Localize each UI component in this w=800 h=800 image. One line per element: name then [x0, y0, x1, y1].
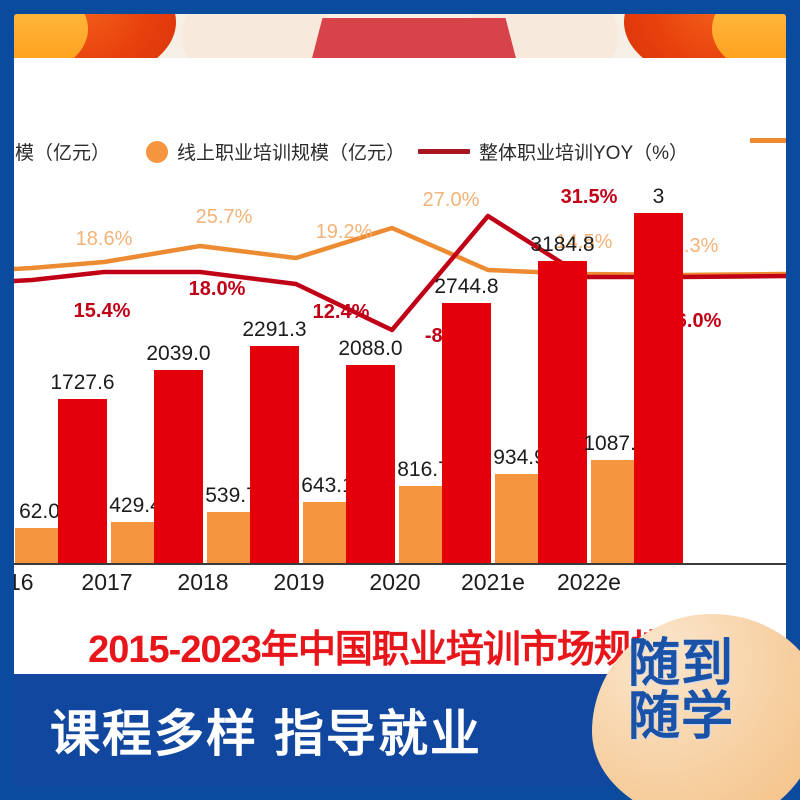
page-title: 2015-2023年中国职业培训市场规模 — [88, 628, 669, 671]
pct-label-online-2021: 14.5% — [555, 231, 613, 253]
bar-online-2017[interactable]: 429.4 — [109, 494, 162, 563]
bar-offline-2020[interactable]: 2088.0 — [338, 337, 403, 563]
bar-offline-2022e[interactable]: 3184.8 — [530, 233, 595, 563]
legend-dot-icon — [146, 140, 168, 163]
basketball-decor-banner — [14, 14, 786, 60]
bar-group-2017: 1727.6 429.4 — [50, 371, 162, 563]
x-axis-line — [14, 563, 786, 565]
bar-value-online-2016: 62.0 — [19, 500, 60, 523]
legend-item-3[interactable] — [750, 138, 786, 143]
plot-area: 18.6% 25.7% 19.2% 27.0% 14.5% 16.3% 15.4… — [14, 58, 786, 616]
legend-item-0[interactable]: 规模（亿元） — [14, 138, 110, 165]
bar-online-2022e[interactable]: 1087.4 — [583, 432, 648, 563]
legend-label-1: 线上职业培训规模（亿元） — [177, 143, 406, 164]
bar-offline-2019[interactable]: 2291.3 — [242, 318, 307, 563]
bar-group-2021e: 2744.8 934.9 — [434, 275, 546, 563]
figure-head-left — [182, 14, 332, 60]
bar-offline-2017[interactable]: 1727.6 — [50, 371, 115, 563]
bar-group-2020: 2088.0 816.7 — [338, 337, 450, 563]
chart-legend: 规模（亿元） 线上职业培训规模（亿元） 整体职业培训YOY（%） — [14, 138, 786, 172]
pct-label-overall-2019: 12.4% — [312, 301, 370, 323]
bar-online-2020[interactable]: 816.7 — [397, 458, 450, 563]
bar-offline-2021e[interactable]: 2744.8 — [434, 275, 499, 563]
pct-label-online-2020: 27.0% — [422, 189, 480, 211]
pct-label-overall-2016: 15.4% — [73, 300, 131, 322]
bar-value-offline-2018: 2039.0 — [146, 342, 211, 365]
bar-group-2022e: 3184.8 1087.4 — [530, 233, 648, 563]
bar-value-offline-2020: 2088.0 — [338, 337, 403, 360]
legend-label-2: 整体职业培训YOY（%） — [479, 143, 689, 164]
pct-label-online-2016: 18.6% — [75, 228, 133, 250]
bar-online-2016[interactable]: 62.0 — [15, 500, 64, 563]
x-tick-2016: 2016 — [14, 569, 34, 595]
line-overall-yoy — [14, 213, 786, 333]
legend-label-0: 规模（亿元） — [14, 143, 111, 164]
x-tick-2018: 2018 — [177, 569, 229, 595]
x-tick-2022e: 2022e — [557, 569, 621, 595]
bar-value-online-2022e: 1087.4 — [583, 432, 648, 455]
legend-item-1[interactable]: 线上职业培训规模（亿元） — [146, 138, 405, 165]
x-tick-2017: 2017 — [81, 569, 133, 595]
legend-line-icon-dark-red — [418, 149, 470, 154]
chart-card: 规模（亿元） 线上职业培训规模（亿元） 整体职业培训YOY（%） — [14, 58, 786, 616]
line-series-layer — [14, 213, 786, 333]
slogan-text: 课程多样 指导就业 — [50, 706, 482, 762]
badge-line-2: 随学 — [628, 688, 735, 747]
bar-group-2018: 2039.0 539.7 — [146, 342, 258, 563]
bar-value-online-2020: 816.7 — [397, 458, 450, 481]
bar-value-offline-2019: 2291.3 — [242, 318, 307, 341]
bar-value-online-2018: 539.7 — [205, 484, 258, 507]
bar-offline-2018[interactable]: 2039.0 — [146, 342, 211, 563]
x-tick-2019: 2019 — [273, 569, 325, 595]
line-online-yoy — [14, 225, 786, 278]
bar-online-2021e[interactable]: 934.9 — [493, 446, 546, 563]
bar-value-online-2017: 429.4 — [109, 494, 162, 517]
bar-online-2018[interactable]: 539.7 — [205, 484, 258, 563]
bar-value-online-2019: 643.1 — [301, 474, 354, 497]
bar-group-2023e: 3 — [634, 185, 683, 563]
badge-line-1: 随到 — [628, 635, 735, 693]
bar-value-offline-2021e: 2744.8 — [434, 275, 499, 298]
x-tick-2021e: 2021e — [461, 569, 525, 595]
pct-label-online-2018: 25.7% — [195, 206, 253, 228]
bar-value-offline-2023e: 3 — [652, 185, 665, 208]
legend-line-icon-orange — [750, 138, 786, 143]
badge-text: 随到 随学 — [628, 635, 798, 747]
bar-offline-2023e[interactable]: 3 — [634, 185, 683, 563]
jersey-shape — [310, 18, 518, 60]
bar-group-2016: 62.0 — [14, 421, 64, 563]
pct-label-overall-2017: 18.0% — [188, 278, 246, 300]
bar-online-2019[interactable]: 643.1 — [301, 474, 354, 563]
orange-ball-right-icon — [712, 14, 786, 60]
x-tick-2020: 2020 — [369, 569, 421, 595]
pct-label-online-2019: 19.2% — [315, 221, 373, 243]
orange-ball-left-icon — [14, 14, 88, 60]
bar-value-offline-2022e: 3184.8 — [530, 233, 595, 256]
bar-value-offline-2017: 1727.6 — [50, 371, 115, 394]
legend-item-2[interactable]: 整体职业培训YOY（%） — [418, 138, 688, 165]
bar-group-2019: 2291.3 643.1 — [242, 318, 354, 563]
bar-value-online-2021e: 934.9 — [493, 446, 546, 469]
pct-label-overall-2021: 31.5% — [560, 186, 618, 208]
